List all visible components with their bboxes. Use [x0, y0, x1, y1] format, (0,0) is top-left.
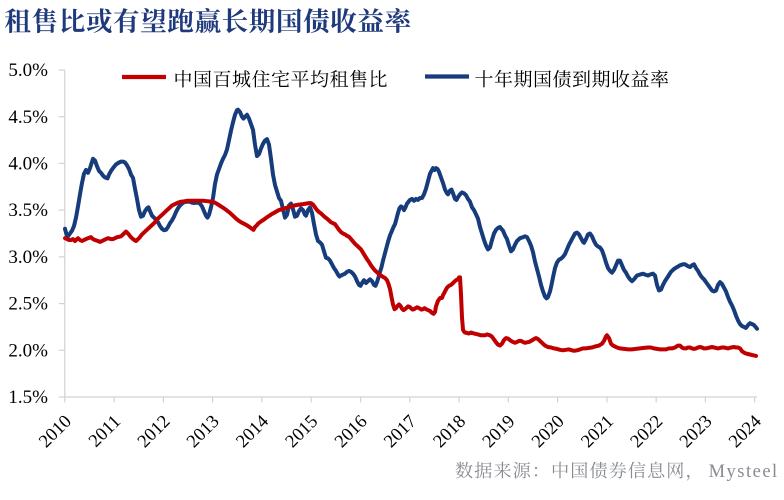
svg-text:2.0%: 2.0%	[8, 340, 48, 361]
svg-text:4.0%: 4.0%	[8, 154, 48, 175]
svg-text:5.0%: 5.0%	[8, 60, 48, 81]
svg-text:4.5%: 4.5%	[8, 107, 48, 128]
svg-text:Mysteel: Mysteel	[709, 462, 779, 482]
svg-text:1.5%: 1.5%	[8, 387, 48, 408]
svg-text:3.5%: 3.5%	[8, 200, 48, 221]
svg-text:2.5%: 2.5%	[8, 294, 48, 315]
svg-text:3.0%: 3.0%	[8, 247, 48, 268]
